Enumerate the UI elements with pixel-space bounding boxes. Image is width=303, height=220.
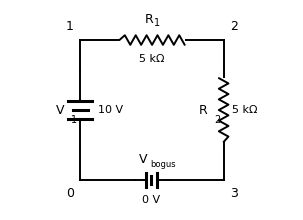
Text: 5 kΩ: 5 kΩ bbox=[139, 54, 165, 64]
Text: 2: 2 bbox=[214, 116, 220, 125]
Text: 3: 3 bbox=[230, 187, 238, 200]
Text: 2: 2 bbox=[230, 20, 238, 33]
Text: bogus: bogus bbox=[150, 160, 176, 169]
Text: 0 V: 0 V bbox=[142, 195, 161, 205]
Text: 1: 1 bbox=[155, 18, 161, 28]
Text: V: V bbox=[139, 153, 147, 166]
Text: 0: 0 bbox=[66, 187, 74, 200]
Text: 10 V: 10 V bbox=[98, 105, 123, 115]
Text: V: V bbox=[55, 103, 64, 117]
Text: R: R bbox=[145, 13, 153, 26]
Text: R: R bbox=[198, 103, 207, 117]
Text: 1: 1 bbox=[71, 116, 77, 125]
Text: 1: 1 bbox=[66, 20, 74, 33]
Text: 5 kΩ: 5 kΩ bbox=[232, 105, 258, 115]
